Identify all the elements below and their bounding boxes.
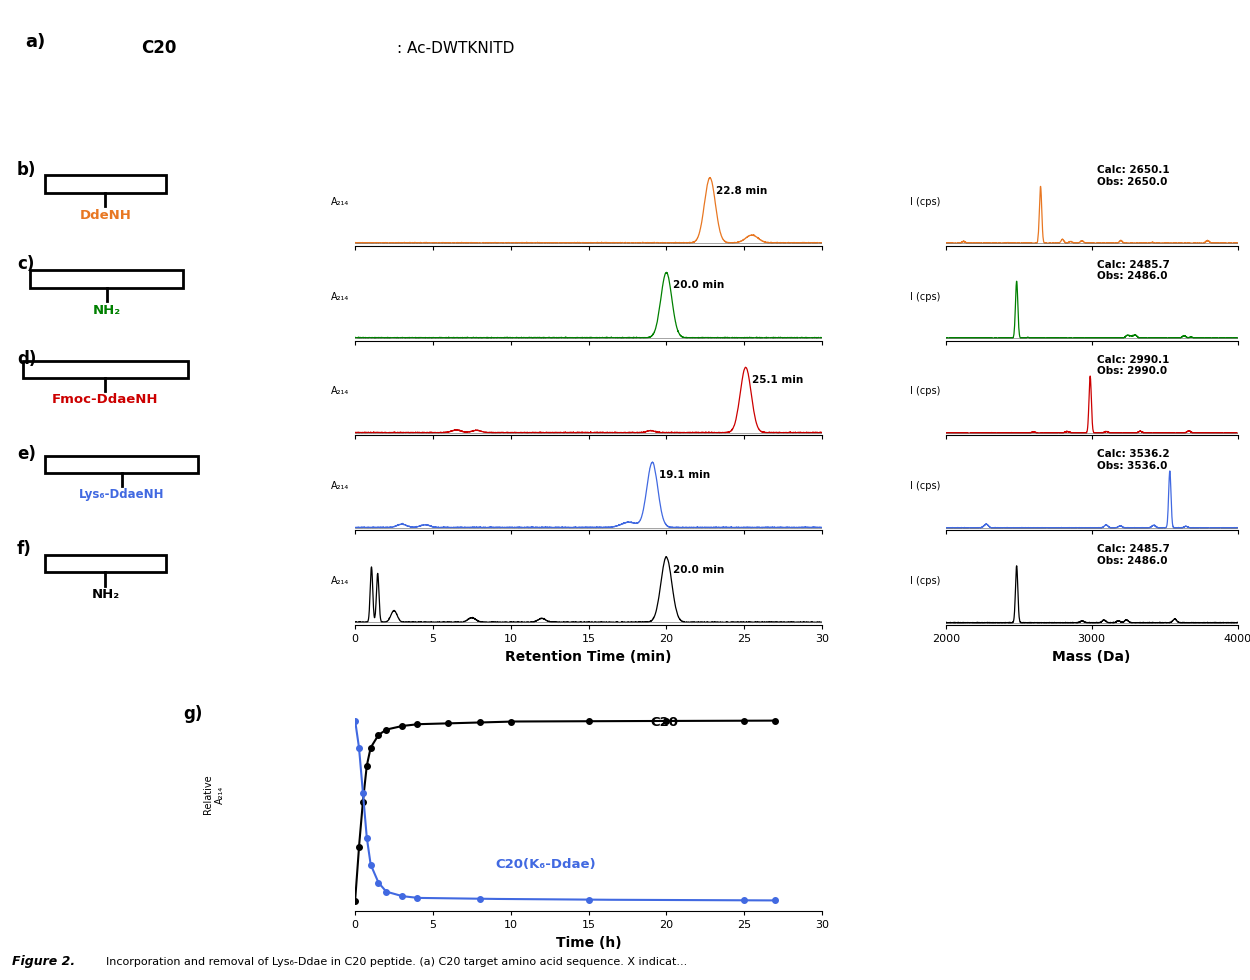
Text: 22.8 min: 22.8 min (716, 185, 767, 196)
Text: Incorporation and removal of Lys₆-Ddae in C20 peptide. (a) C20 target amino acid: Incorporation and removal of Lys₆-Ddae i… (106, 957, 688, 967)
Y-axis label: A₂₁₄: A₂₁₄ (331, 292, 350, 302)
Text: 20.0 min: 20.0 min (672, 565, 724, 575)
Text: d): d) (18, 350, 36, 368)
Text: f): f) (18, 540, 31, 558)
Text: Calc: 3536.2
Obs: 3536.0: Calc: 3536.2 Obs: 3536.0 (1098, 450, 1170, 471)
Text: NH₂: NH₂ (91, 588, 120, 601)
X-axis label: Mass (Da): Mass (Da) (1052, 650, 1131, 663)
Y-axis label: I (cps): I (cps) (910, 386, 940, 397)
X-axis label: Time (h): Time (h) (556, 936, 621, 950)
Text: DdeNH: DdeNH (80, 209, 131, 221)
Y-axis label: A₂₁₄: A₂₁₄ (331, 576, 350, 586)
FancyBboxPatch shape (45, 456, 199, 473)
Text: 25.1 min: 25.1 min (752, 375, 804, 385)
Text: a): a) (25, 33, 45, 51)
Y-axis label: I (cps): I (cps) (910, 576, 940, 586)
Y-axis label: I (cps): I (cps) (910, 197, 940, 207)
Y-axis label: I (cps): I (cps) (910, 481, 940, 491)
Text: C20: C20 (141, 39, 176, 57)
Text: e): e) (18, 445, 36, 464)
Text: Figure 2.: Figure 2. (12, 956, 76, 968)
Y-axis label: I (cps): I (cps) (910, 292, 940, 302)
Text: c): c) (18, 256, 34, 273)
Text: g): g) (184, 706, 203, 723)
FancyBboxPatch shape (24, 361, 188, 378)
Text: Calc: 2650.1
Obs: 2650.0: Calc: 2650.1 Obs: 2650.0 (1098, 165, 1170, 186)
Text: 20.0 min: 20.0 min (672, 280, 724, 290)
Text: Fmoc-DdaeNH: Fmoc-DdaeNH (52, 393, 159, 407)
Text: Calc: 2485.7
Obs: 2486.0: Calc: 2485.7 Obs: 2486.0 (1098, 544, 1170, 565)
Text: C20: C20 (651, 716, 679, 729)
Text: C20(K₆-Ddae): C20(K₆-Ddae) (495, 858, 596, 871)
FancyBboxPatch shape (45, 175, 166, 193)
Text: : Ac-DWTKNITD: : Ac-DWTKNITD (398, 41, 514, 56)
Text: b): b) (18, 161, 36, 178)
Text: NH₂: NH₂ (92, 304, 121, 317)
X-axis label: Retention Time (min): Retention Time (min) (505, 650, 671, 663)
Text: Lys₆-DdaeNH: Lys₆-DdaeNH (79, 488, 165, 501)
Y-axis label: A₂₁₄: A₂₁₄ (331, 386, 350, 397)
FancyBboxPatch shape (45, 555, 166, 572)
Y-axis label: A₂₁₄: A₂₁₄ (331, 481, 350, 491)
Text: 19.1 min: 19.1 min (659, 470, 710, 480)
Text: Relative
A₂₁₄: Relative A₂₁₄ (202, 775, 225, 814)
Text: Calc: 2485.7
Obs: 2486.0: Calc: 2485.7 Obs: 2486.0 (1098, 260, 1170, 281)
Y-axis label: A₂₁₄: A₂₁₄ (331, 197, 350, 207)
Text: Calc: 2990.1
Obs: 2990.0: Calc: 2990.1 Obs: 2990.0 (1098, 355, 1170, 376)
FancyBboxPatch shape (30, 270, 184, 288)
